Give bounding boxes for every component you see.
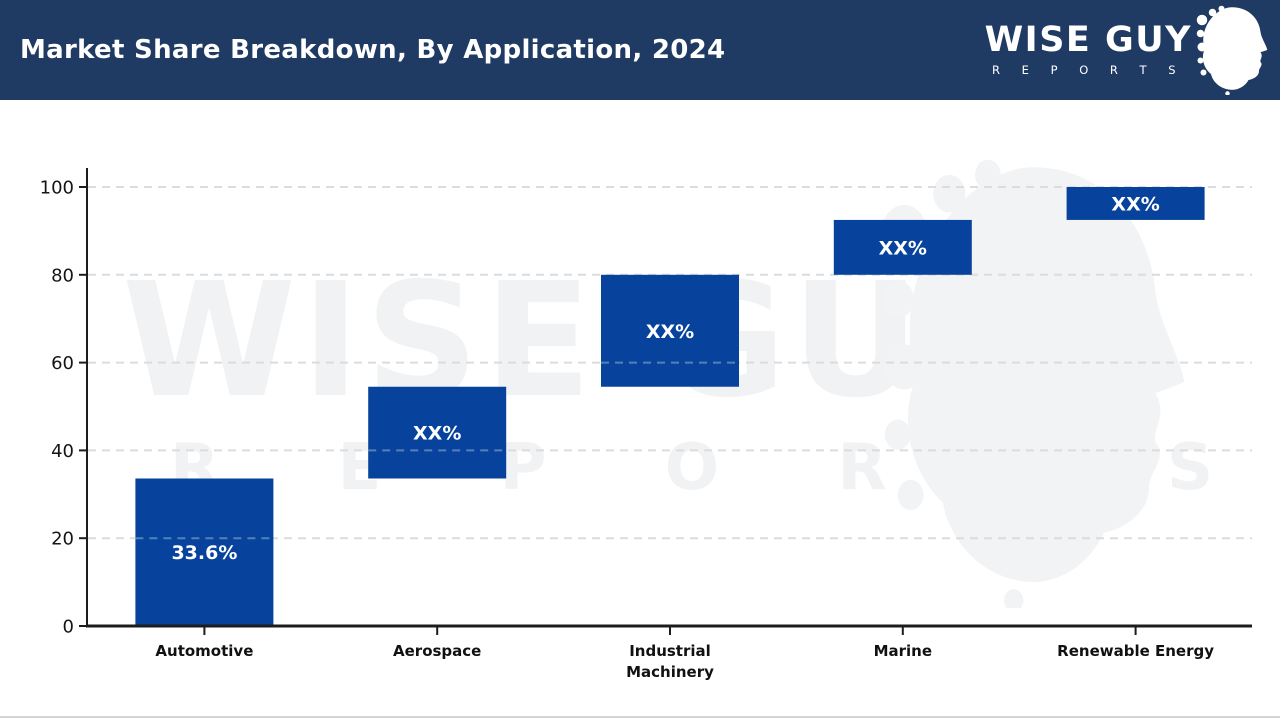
x-axis-label: Automotive — [155, 642, 253, 660]
wiseguy-logo: WISE GUY R E P O R T S — [985, 5, 1270, 95]
bar-3 — [833, 219, 972, 275]
logo-wordmark: WISE GUY — [984, 20, 1192, 60]
y-tick-label: 40 — [51, 441, 74, 462]
bottom-divider — [0, 716, 1280, 718]
bar-label: XX% — [879, 237, 927, 259]
y-tick-label: 100 — [40, 178, 74, 199]
x-axis-label: Industrial — [629, 642, 711, 660]
x-axis-label: Renewable Energy — [1057, 642, 1214, 660]
bar-2 — [601, 274, 739, 387]
y-tick-label: 20 — [51, 529, 74, 550]
bar-4 — [1066, 187, 1205, 220]
bar-label: XX% — [646, 321, 694, 343]
page-title: Market Share Breakdown, By Application, … — [20, 35, 726, 65]
logo-tagline: R E P O R T S — [992, 63, 1185, 77]
header-bar: Market Share Breakdown, By Application, … — [0, 0, 1280, 100]
x-axis-label: Machinery — [626, 663, 714, 681]
y-tick-label: 80 — [51, 265, 74, 286]
bar-label: XX% — [413, 423, 461, 445]
y-tick-label: 60 — [51, 353, 74, 374]
logo-text: WISE GUY R E P O R T S — [984, 20, 1192, 78]
bar-label: XX% — [1111, 193, 1159, 215]
x-axis-label: Marine — [874, 642, 932, 660]
bar-0 — [135, 478, 274, 626]
x-axis-label: Aerospace — [393, 642, 481, 660]
bar-label: 33.6% — [171, 542, 237, 564]
bar-1 — [368, 386, 507, 479]
y-tick-label: 0 — [63, 617, 74, 638]
